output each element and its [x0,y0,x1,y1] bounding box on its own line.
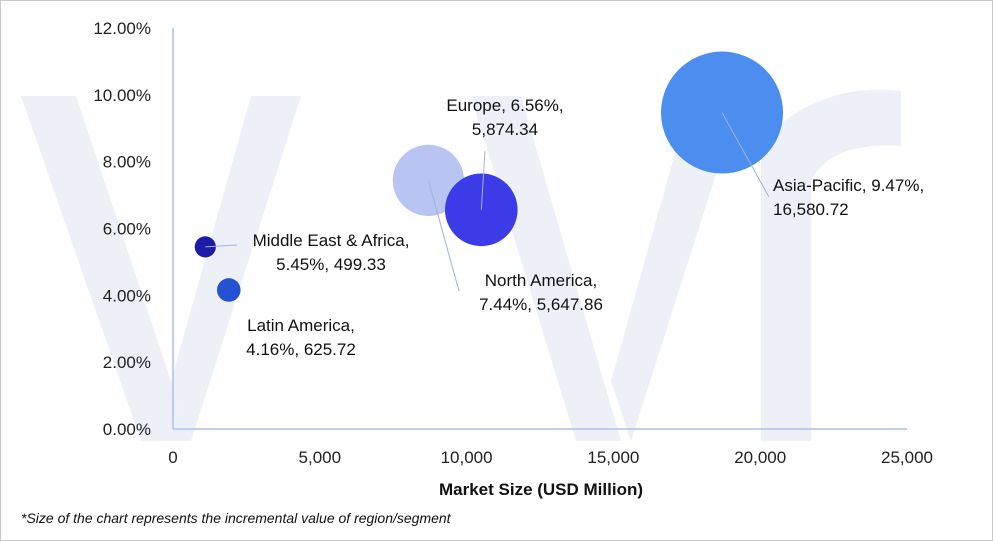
footnote: *Size of the chart represents the increm… [21,510,452,526]
data-label-line: 5.45%, 499.33 [276,255,386,274]
data-label-middle-east-africa: Middle East & Africa, 5.45%, 499.33 [253,231,410,274]
x-tick-label: 20,000 [734,448,786,467]
y-tick-label: 8.00% [103,153,151,172]
y-tick-label: 6.00% [103,220,151,239]
watermark-logo [21,89,901,442]
y-tick-label: 10.00% [93,86,151,105]
leader-line-middle-east-africa [205,244,238,248]
data-label-north-america: North America, 7.44%, 5,647.86 [479,271,603,314]
x-axis-title: Market Size (USD Million) [439,480,643,499]
bubble-labels: Asia-Pacific, 9.47%, 16,580.72 Europe, 6.5… [205,96,924,359]
data-label-latin-america: Latin America, 4.16%, 625.72 [246,316,356,359]
x-tick-label: 25,000 [881,448,933,467]
y-axis-ticks: 0.00% 2.00% 4.00% 6.00% 8.00% 10.00% 12.00% [93,19,151,439]
data-label-line: Latin America, [247,316,355,335]
x-axis-ticks: 0 5,000 10,000 15,000 20,000 25,000 [168,448,933,467]
data-label-line: Europe, 6.56%, [446,96,563,115]
y-tick-label: 12.00% [93,19,151,38]
bubble-asia-pacific [661,51,784,174]
axes [172,28,907,430]
data-label-line: 7.44%, 5,647.86 [479,295,603,314]
data-label-line: 16,580.72 [773,200,849,219]
data-label-line: Asia-Pacific, 9.47%, [773,176,924,195]
bubble-middle-east-africa [194,236,216,258]
bubble-latin-america [216,278,241,302]
x-tick-label: 0 [168,448,177,467]
y-tick-label: 4.00% [103,286,151,305]
leader-line-asia-pacific [721,112,770,198]
data-label-europe: Europe, 6.56%, 5,874.34 [446,96,563,139]
data-label-line: 5,874.34 [472,120,538,139]
data-label-line: Middle East & Africa, [253,231,410,250]
data-label-line: North America, [485,271,597,290]
x-tick-label: 5,000 [299,448,342,467]
x-tick-label: 15,000 [587,448,639,467]
leader-line-europe [480,150,486,210]
data-label-asia-pacific: Asia-Pacific, 9.47%, 16,580.72 [773,176,924,219]
x-tick-label: 10,000 [441,448,493,467]
y-tick-label: 0.00% [103,420,151,439]
leader-line-north-america [427,180,460,292]
data-label-line: 4.16%, 625.72 [246,340,356,359]
y-tick-label: 2.00% [103,353,151,372]
